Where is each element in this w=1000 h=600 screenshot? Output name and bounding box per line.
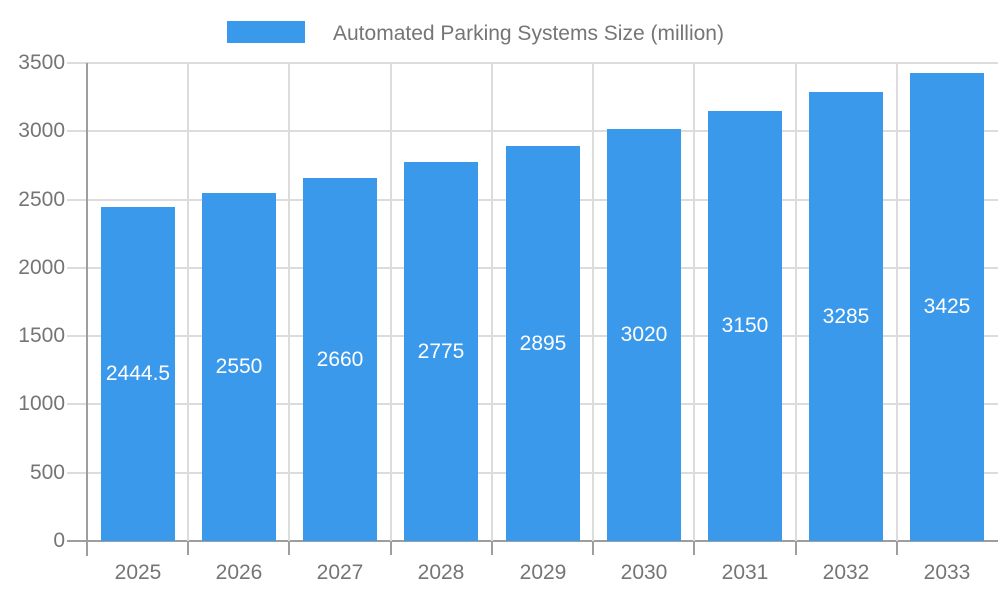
x-axis-tick bbox=[795, 541, 797, 555]
y-axis-line bbox=[86, 63, 88, 556]
x-axis-label: 2029 bbox=[519, 561, 567, 584]
x-axis-label: 2027 bbox=[316, 561, 364, 584]
x-axis-tick bbox=[693, 541, 695, 555]
bar-2029: 2895 bbox=[506, 146, 580, 541]
y-axis-label: 0 bbox=[53, 529, 65, 552]
x-axis-tick bbox=[187, 541, 189, 555]
bar-value-label: 3150 bbox=[721, 314, 769, 337]
bar-value-label: 3285 bbox=[822, 304, 870, 328]
bar-2025: 2444.5 bbox=[101, 207, 175, 541]
y-axis-label: 2500 bbox=[18, 188, 65, 211]
bar-value-label: 2895 bbox=[519, 331, 567, 355]
gridline-vertical bbox=[896, 63, 898, 541]
gridline-vertical bbox=[390, 63, 392, 541]
bar-2030: 3020 bbox=[607, 129, 681, 541]
bar-value-label: 2660 bbox=[316, 347, 364, 371]
gridline-vertical bbox=[592, 63, 594, 541]
bar-value-label: 3425 bbox=[923, 295, 971, 318]
bar-2033: 3425 bbox=[910, 73, 984, 541]
y-axis-label: 3500 bbox=[18, 51, 65, 74]
bar-2031: 3150 bbox=[708, 111, 782, 541]
x-axis-label: 2031 bbox=[721, 561, 769, 584]
gridline-vertical bbox=[795, 63, 797, 541]
bar-2027: 2660 bbox=[303, 178, 377, 541]
bar-2032: 3285 bbox=[809, 92, 883, 541]
x-axis-label: 2030 bbox=[620, 561, 668, 584]
bar-value-label: 2444.5 bbox=[105, 362, 171, 385]
x-axis-label: 2032 bbox=[822, 561, 870, 584]
x-axis-tick bbox=[592, 541, 594, 555]
x-axis-tick bbox=[390, 541, 392, 555]
x-axis-label: 2028 bbox=[417, 561, 465, 584]
y-axis-label: 2000 bbox=[18, 256, 65, 279]
bar-2028: 2775 bbox=[404, 162, 478, 541]
gridline-vertical bbox=[491, 63, 493, 541]
x-axis-label: 2033 bbox=[923, 561, 971, 584]
x-axis-baseline bbox=[67, 540, 998, 542]
bar-value-label: 3020 bbox=[620, 323, 668, 346]
x-axis-tick bbox=[896, 541, 898, 555]
x-axis-label: 2025 bbox=[114, 561, 162, 584]
gridline-vertical bbox=[693, 63, 695, 541]
gridline-horizontal bbox=[67, 62, 998, 64]
x-axis-label: 2026 bbox=[215, 561, 263, 584]
bar-value-label: 2775 bbox=[417, 339, 465, 363]
gridline-horizontal bbox=[67, 130, 998, 132]
x-axis-tick bbox=[491, 541, 493, 555]
gridline-vertical bbox=[187, 63, 189, 541]
gridline-vertical bbox=[288, 63, 290, 541]
y-axis-label: 3000 bbox=[18, 119, 65, 142]
x-axis-tick bbox=[288, 541, 290, 555]
y-axis-label: 1500 bbox=[18, 324, 65, 347]
bar-2026: 2550 bbox=[202, 193, 276, 541]
legend-swatch-icon bbox=[227, 21, 305, 43]
bar-value-label: 2550 bbox=[215, 355, 263, 378]
legend-label: Automated Parking Systems Size (million) bbox=[333, 22, 724, 45]
y-axis-label: 1000 bbox=[18, 392, 65, 415]
y-axis-label: 500 bbox=[29, 461, 65, 484]
